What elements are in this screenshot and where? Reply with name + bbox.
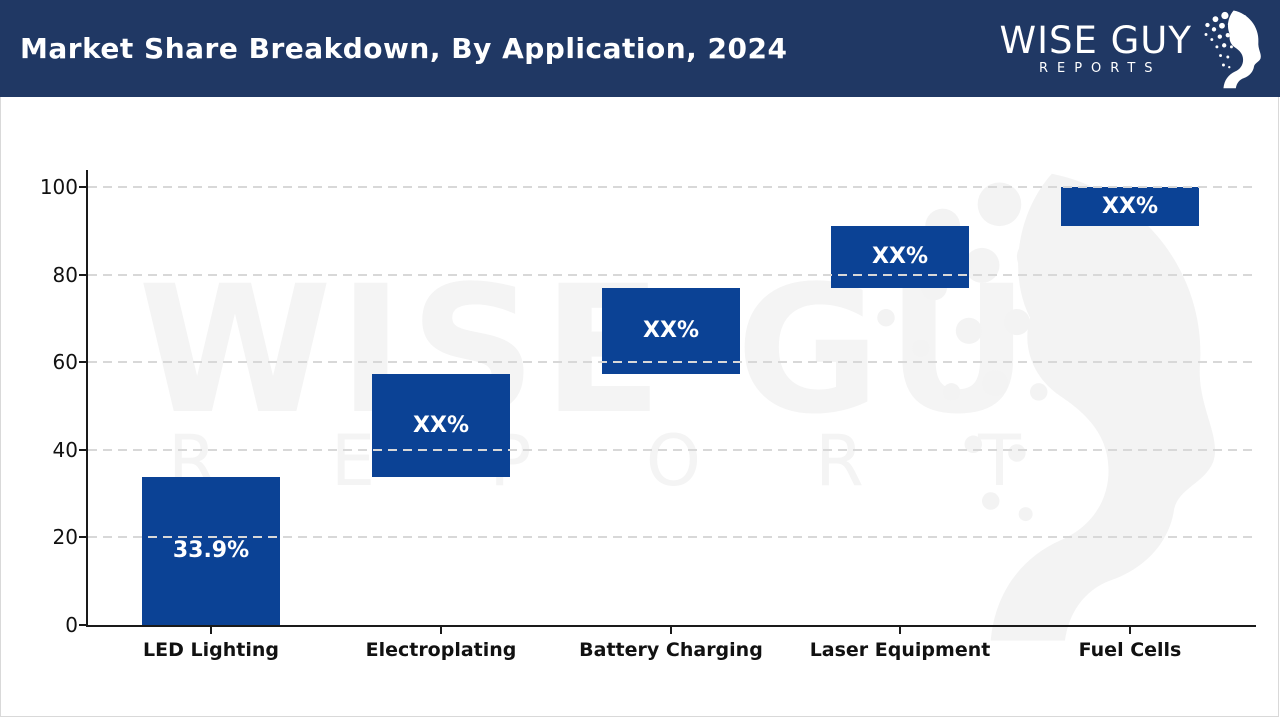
x-axis-label-4: Fuel Cells: [1078, 639, 1182, 661]
x-tick-mark-1: [440, 627, 442, 634]
bar-value-label-0: 33.9%: [172, 538, 250, 564]
bar-value-label-1: XX%: [413, 412, 469, 438]
watermark-subbrand-text: R E P O R T S: [168, 420, 1226, 502]
bar-value-label-2: XX%: [643, 318, 699, 344]
gridline-20: [88, 536, 1255, 539]
x-tick-mark-2: [670, 627, 672, 634]
bar-0: 33.9%: [142, 476, 280, 625]
x-tick-mark-4: [1129, 627, 1131, 634]
bar-3: XX%: [831, 225, 969, 288]
bar-4: XX%: [1061, 187, 1199, 226]
header-bar: Market Share Breakdown, By Application, …: [0, 0, 1280, 97]
y-tick-mark-0: [79, 624, 87, 626]
y-tick-label-20: 20: [52, 525, 78, 550]
brand-subname: REPORTS: [1038, 61, 1162, 77]
y-tick-mark-80: [79, 273, 87, 276]
y-tick-mark-40: [79, 448, 87, 451]
brand-head-icon: [1204, 10, 1261, 89]
gridline-40: [88, 448, 1255, 451]
y-tick-mark-100: [79, 186, 87, 188]
x-axis-label-3: Laser Equipment: [809, 639, 991, 661]
y-axis-line: [86, 170, 88, 627]
y-tick-label-80: 80: [52, 262, 78, 287]
gridline-80: [88, 273, 1255, 276]
y-tick-label-0: 0: [65, 613, 78, 637]
page-title: Market Share Breakdown, By Application, …: [20, 32, 788, 65]
x-axis-line: [86, 625, 1256, 627]
x-axis-label-2: Battery Charging: [579, 639, 763, 661]
gridline-100: [88, 186, 1255, 188]
bar-value-label-3: XX%: [872, 244, 928, 270]
y-tick-mark-20: [79, 536, 87, 539]
gridline-60: [88, 361, 1255, 364]
bar-2: XX%: [602, 287, 740, 375]
brand-name: WISE GUY: [999, 18, 1192, 62]
x-axis-label-1: Electroplating: [365, 639, 517, 661]
x-tick-mark-3: [899, 627, 901, 634]
bar-1: XX%: [372, 374, 510, 477]
brand-logo-text: WISE GUY REPORTS: [999, 18, 1192, 77]
brand-logo: WISE GUY REPORTS: [1000, 8, 1266, 90]
y-tick-label-100: 100: [39, 175, 78, 199]
x-tick-mark-0: [210, 627, 212, 634]
y-tick-label-60: 60: [52, 350, 78, 375]
x-axis-label-0: LED Lighting: [143, 639, 279, 661]
y-tick-label-40: 40: [52, 437, 78, 462]
bar-value-label-4: XX%: [1102, 193, 1158, 219]
y-tick-mark-60: [79, 361, 87, 364]
